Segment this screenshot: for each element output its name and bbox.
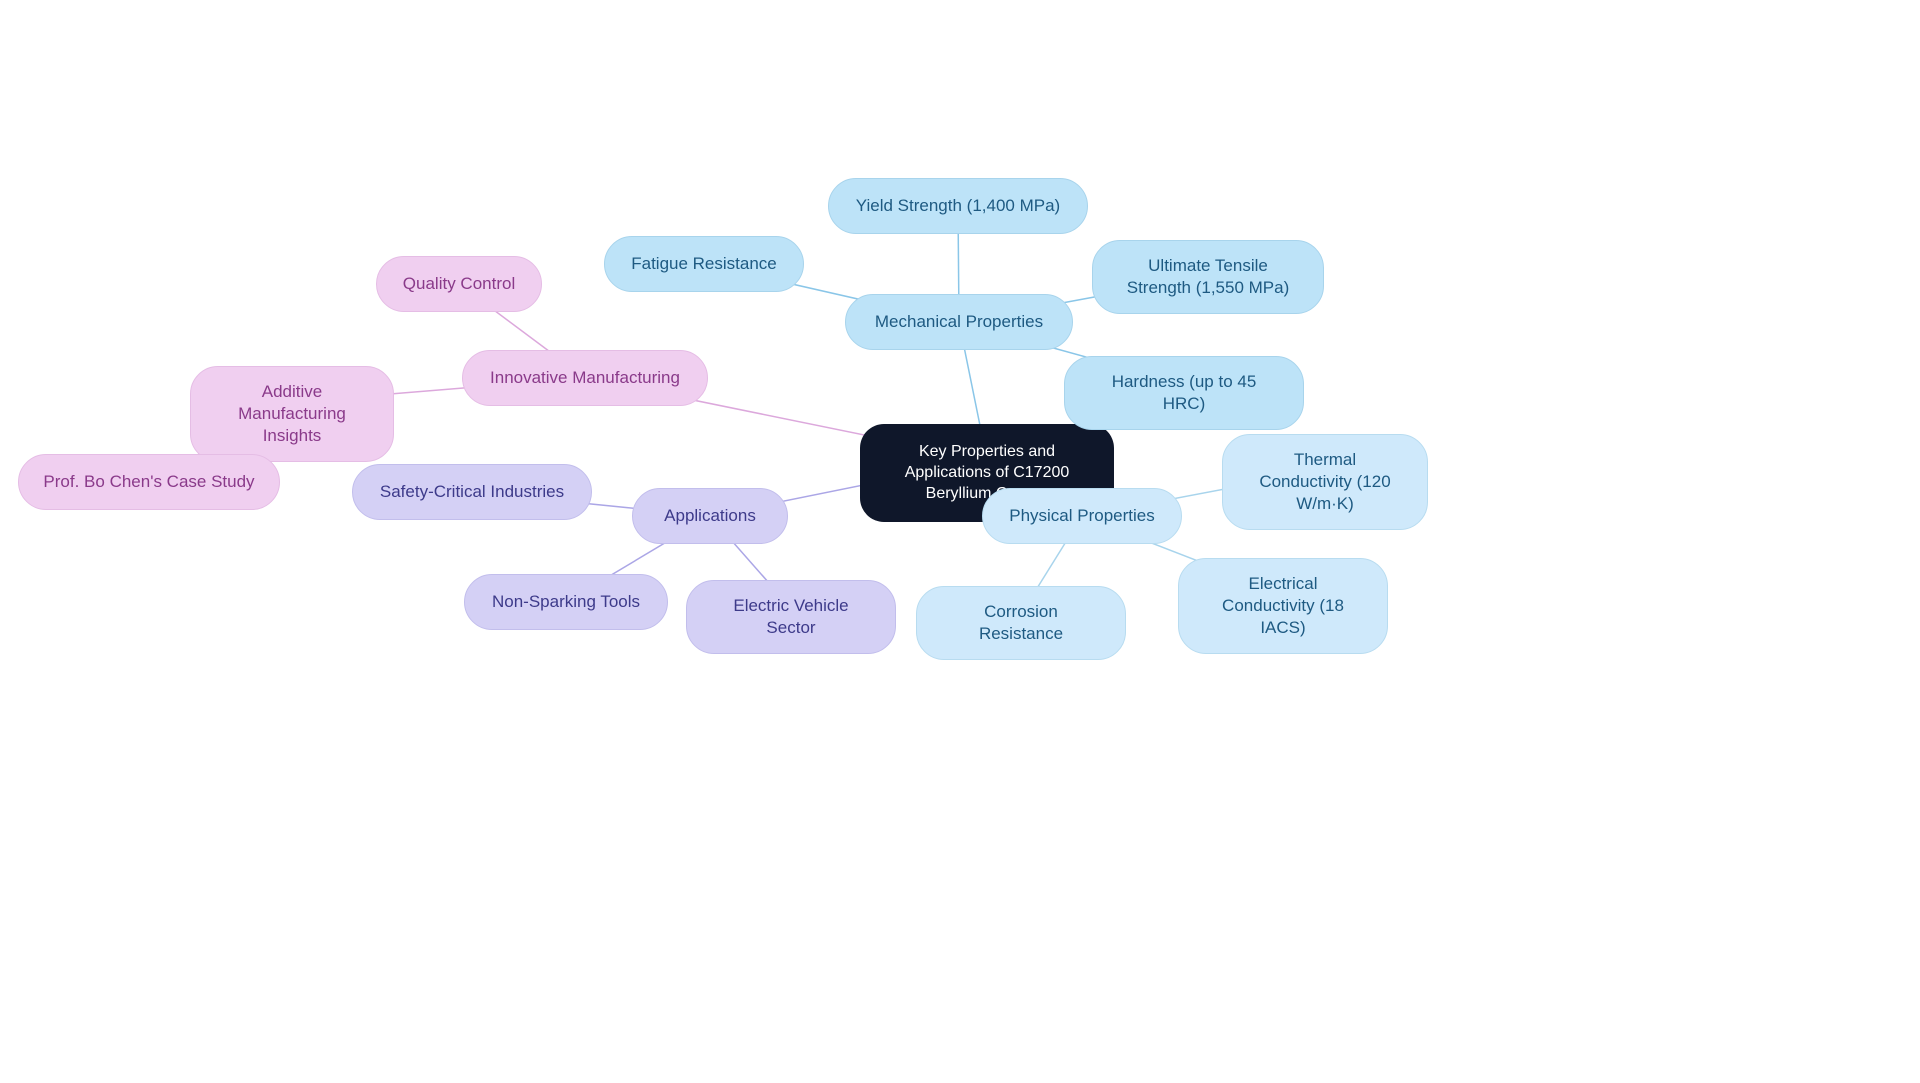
leaf-thermal: Thermal Conductivity (120 W/m·K) (1222, 434, 1428, 530)
leaf-corrosion: Corrosion Resistance (916, 586, 1126, 660)
leaf-case: Prof. Bo Chen's Case Study (18, 454, 280, 510)
branch-mechanical: Mechanical Properties (845, 294, 1073, 350)
branch-physical: Physical Properties (982, 488, 1182, 544)
leaf-quality: Quality Control (376, 256, 542, 312)
leaf-nonsparking: Non-Sparking Tools (464, 574, 668, 630)
leaf-safety: Safety-Critical Industries (352, 464, 592, 520)
leaf-electrical: Electrical Conductivity (18 IACS) (1178, 558, 1388, 654)
leaf-uts: Ultimate Tensile Strength (1,550 MPa) (1092, 240, 1324, 314)
leaf-ev: Electric Vehicle Sector (686, 580, 896, 654)
branch-applications: Applications (632, 488, 788, 544)
leaf-hardness: Hardness (up to 45 HRC) (1064, 356, 1304, 430)
edge-layer (0, 0, 1920, 1083)
leaf-fatigue: Fatigue Resistance (604, 236, 804, 292)
leaf-additive: Additive Manufacturing Insights (190, 366, 394, 462)
leaf-yield: Yield Strength (1,400 MPa) (828, 178, 1088, 234)
branch-manufacturing: Innovative Manufacturing (462, 350, 708, 406)
